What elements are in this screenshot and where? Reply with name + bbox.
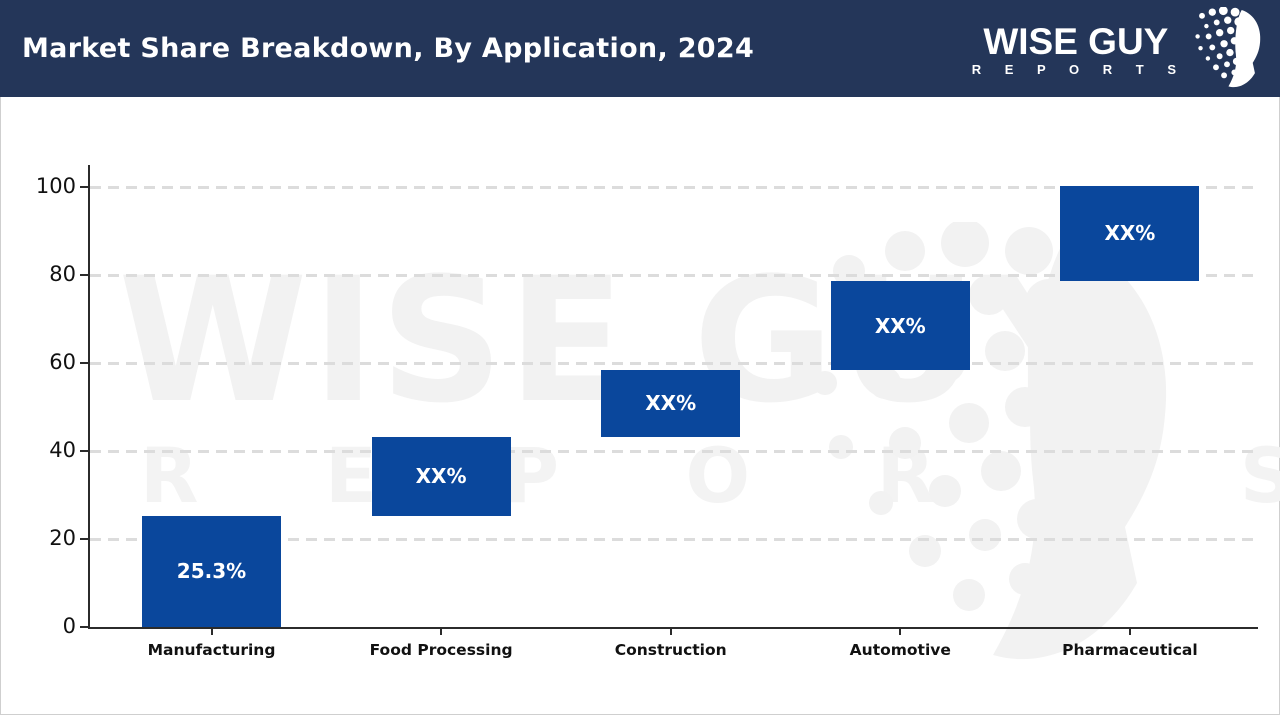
y-tick-label: 60 [49, 350, 76, 374]
y-tick-label: 0 [62, 614, 76, 638]
bar-pharmaceutical: XX% [1060, 185, 1200, 282]
x-category-label: Food Processing [369, 641, 513, 659]
wiseguy-logo: WISE GUY R E P O R T S [966, 7, 1266, 92]
waterfall-chart: 0 20 40 60 80 100 25.3% Manufacturing XX% Food Pr… [0, 97, 1280, 717]
gridline-y80 [90, 274, 1256, 277]
y-tick-label: 100 [35, 174, 76, 198]
y-tick-mark [80, 450, 88, 452]
bar-value-label: 25.3% [176, 559, 247, 584]
x-category-label: Pharmaceutical [1062, 641, 1198, 659]
gridline-y100 [90, 186, 1256, 189]
y-tick-label: 20 [49, 526, 76, 550]
y-tick-mark [80, 274, 88, 276]
bar-value-label: XX% [645, 391, 697, 416]
wiseguy-logo-text: WISE GUY R E P O R T S [966, 21, 1186, 77]
x-category-label: Manufacturing [147, 641, 276, 659]
head-dots-icon [1195, 7, 1261, 88]
x-category-label: Automotive [849, 641, 951, 659]
page-title: Market Share Breakdown, By Application, … [22, 33, 755, 64]
header: Market Share Breakdown, By Application, … [0, 0, 1280, 97]
x-tick-mark [1128, 629, 1131, 635]
gridline-y20 [90, 538, 1256, 541]
gridline-y40 [90, 450, 1256, 453]
y-tick-label: 80 [49, 262, 76, 286]
y-tick-mark [80, 362, 88, 364]
y-axis-line [88, 165, 90, 629]
y-tick-label: 40 [49, 438, 76, 462]
x-tick-mark [899, 629, 902, 635]
logo-subtitle: R E P O R T S [971, 61, 1186, 77]
bar-automotive: XX% [830, 281, 970, 371]
x-category-label: Construction [614, 641, 727, 659]
bar-value-label: XX% [874, 313, 926, 338]
bar-value-label: XX% [415, 464, 467, 489]
y-tick-mark [80, 538, 88, 540]
bar-value-label: XX% [1104, 221, 1156, 246]
x-axis-line [88, 627, 1258, 629]
watermark-head-icon [813, 222, 1167, 660]
y-tick-mark [80, 186, 88, 188]
x-tick-mark [440, 629, 443, 635]
bar-manufacturing: 25.3% [142, 515, 281, 627]
bar-food-processing: XX% [371, 436, 511, 516]
logo-wordmark: WISE GUY [983, 21, 1169, 63]
gridline-y60 [90, 362, 1256, 365]
bar-construction: XX% [601, 370, 741, 437]
x-tick-mark [669, 629, 672, 635]
y-tick-mark [80, 626, 88, 628]
x-tick-mark [210, 629, 213, 635]
